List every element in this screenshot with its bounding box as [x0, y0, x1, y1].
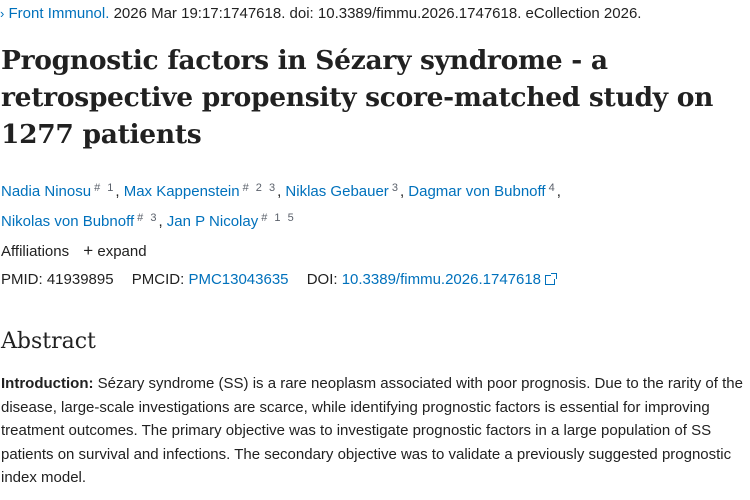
pmid-value: 41939895: [46, 271, 114, 288]
journal-link[interactable]: Front Immunol.: [8, 5, 110, 22]
author-link[interactable]: Nikolas von Bubnoff: [1, 213, 135, 230]
external-link-icon[interactable]: [545, 273, 558, 285]
citation-line: › Front Immunol. 2026 Mar 19:17:1747618.…: [0, 5, 641, 23]
identifiers-line: PMID: 41939895 PMCID: PMC13043635 DOI: 1…: [1, 271, 558, 289]
author-affiliation-marks[interactable]: # 1: [94, 182, 116, 194]
chevron-right-icon[interactable]: ›: [0, 6, 5, 21]
author-link[interactable]: Niklas Gebauer: [285, 183, 389, 200]
author-affiliation-marks[interactable]: # 3: [137, 212, 159, 224]
author-list: Nadia Ninosu # 1, Max Kappenstein # 2 3, N…: [1, 182, 561, 230]
doi-link[interactable]: 10.3389/fimmu.2026.1747618: [341, 271, 542, 288]
affiliations-label: Affiliations: [1, 243, 70, 260]
pmid-label: PMID:: [1, 271, 43, 288]
expand-label: expand: [97, 243, 147, 260]
author-link[interactable]: Jan P Nicolay: [166, 213, 259, 230]
author-affiliation-marks[interactable]: 3: [391, 182, 400, 194]
article-title: Prognostic factors in Sézary syndrome - …: [1, 45, 714, 150]
introduction-text: Sézary syndrome (SS) is a rare neoplasm …: [1, 375, 743, 487]
doi-label: DOI:: [306, 271, 338, 288]
plus-icon: +: [83, 241, 94, 260]
pmcid-label: PMCID:: [131, 271, 185, 288]
author-affiliation-marks[interactable]: 4: [548, 182, 557, 194]
author-link[interactable]: Max Kappenstein: [123, 183, 240, 200]
affiliations-toggle[interactable]: Affiliations + expand: [1, 242, 147, 261]
abstract-heading: Abstract: [1, 329, 96, 354]
author-affiliation-marks[interactable]: # 2 3: [242, 182, 278, 194]
introduction-label: Introduction:: [1, 375, 94, 392]
abstract-introduction: Introduction: Sézary syndrome (SS) is a …: [1, 372, 746, 490]
author-link[interactable]: Dagmar von Bubnoff: [408, 183, 546, 200]
citation-details: 2026 Mar 19:17:1747618. doi: 10.3389/fim…: [113, 5, 642, 22]
pmcid-link[interactable]: PMC13043635: [188, 271, 289, 288]
author-link[interactable]: Nadia Ninosu: [1, 183, 92, 200]
author-affiliation-marks[interactable]: # 1 5: [261, 212, 296, 224]
